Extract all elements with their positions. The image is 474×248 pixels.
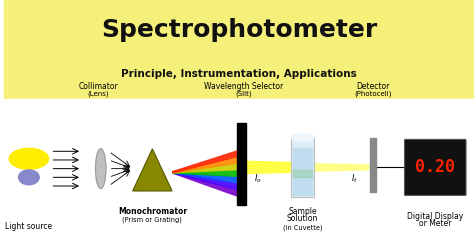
Text: Detector: Detector	[356, 82, 390, 91]
Text: Monochromator: Monochromator	[118, 207, 187, 216]
Text: Spectrophotometer: Spectrophotometer	[101, 18, 377, 42]
Polygon shape	[172, 149, 242, 174]
Text: 0.20: 0.20	[415, 158, 455, 176]
Bar	[292, 138, 314, 197]
Bar	[4, 99, 474, 248]
Bar	[4, 0, 474, 99]
Polygon shape	[172, 156, 242, 174]
Ellipse shape	[96, 149, 106, 188]
Polygon shape	[314, 163, 369, 172]
Polygon shape	[172, 163, 242, 174]
Text: (in Cuvette): (in Cuvette)	[283, 224, 322, 231]
Text: $I_o$: $I_o$	[254, 172, 262, 185]
Text: (Lens): (Lens)	[88, 90, 109, 97]
Polygon shape	[246, 161, 291, 174]
Text: (Prism or Grating): (Prism or Grating)	[122, 217, 182, 223]
Polygon shape	[172, 171, 242, 198]
Text: Wavelength Selector: Wavelength Selector	[204, 82, 283, 91]
Polygon shape	[172, 170, 242, 177]
Text: Light source: Light source	[5, 222, 53, 231]
Text: Solution: Solution	[287, 214, 319, 223]
Polygon shape	[172, 171, 242, 191]
Text: Digital Display: Digital Display	[407, 212, 464, 221]
Text: (Slit): (Slit)	[236, 90, 252, 97]
Text: Collimator: Collimator	[79, 82, 118, 91]
Bar	[293, 148, 312, 195]
Text: Principle, Instrumentation, Applications: Principle, Instrumentation, Applications	[121, 69, 357, 79]
Text: (Photocell): (Photocell)	[354, 90, 392, 97]
Circle shape	[9, 148, 49, 169]
Polygon shape	[133, 149, 172, 191]
Bar	[237, 123, 246, 205]
Text: or Meter: or Meter	[419, 219, 452, 228]
Bar	[293, 170, 312, 177]
Bar	[370, 138, 376, 192]
Ellipse shape	[292, 134, 314, 141]
Text: $I_t$: $I_t$	[351, 172, 358, 185]
Text: Sample: Sample	[288, 207, 317, 216]
FancyBboxPatch shape	[404, 139, 466, 195]
Polygon shape	[172, 171, 242, 184]
Ellipse shape	[18, 170, 39, 185]
